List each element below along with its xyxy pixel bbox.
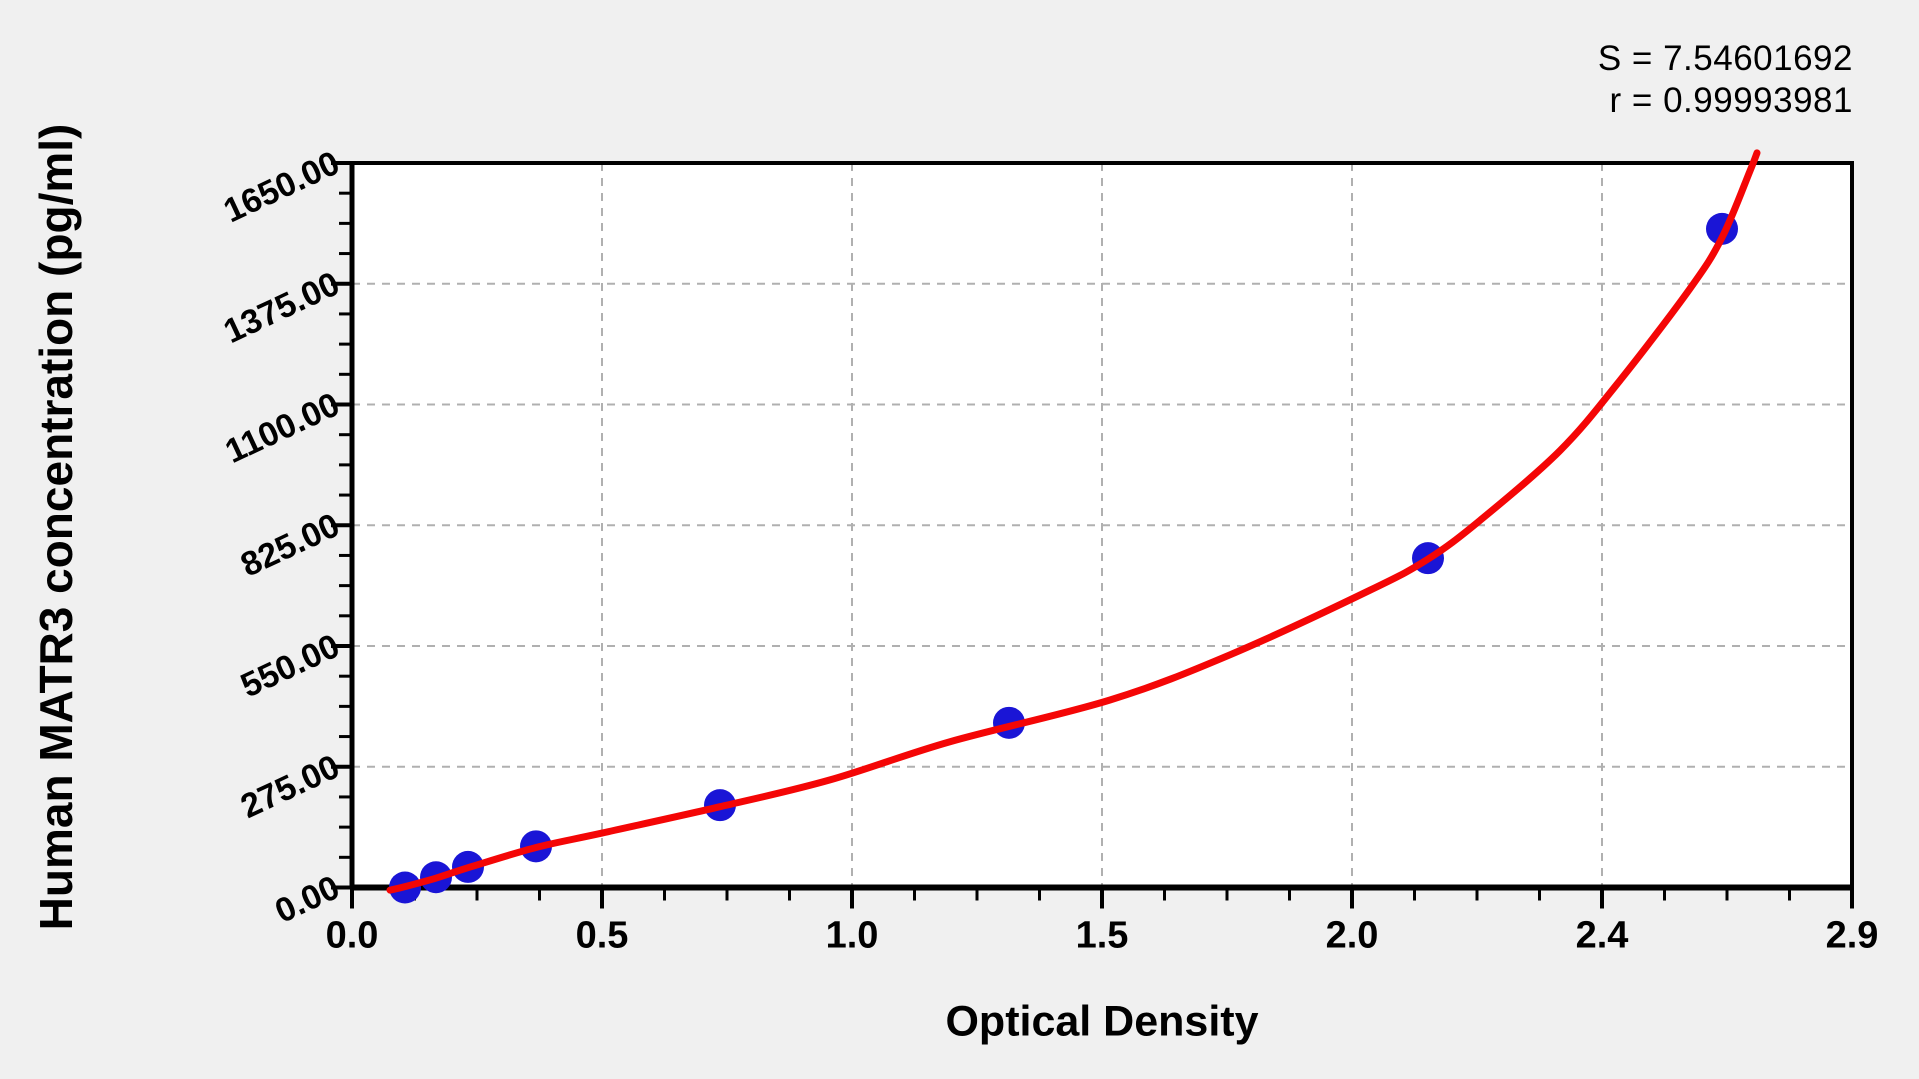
fit-statistics: S = 7.54601692 r = 0.99993981 [1598, 38, 1853, 122]
x-tick-label: 1.5 [1076, 915, 1129, 957]
stat-r: r = 0.99993981 [1609, 81, 1853, 120]
fit-curve [386, 149, 1761, 894]
x-axis-title: Optical Density [945, 997, 1259, 1046]
x-tick-label: 0.5 [576, 915, 629, 957]
y-axis-title: Human MATR3 concentration (pg/ml) [30, 123, 82, 931]
x-tick-label: 2.4 [1576, 915, 1629, 957]
x-tick-label: 1.0 [826, 915, 879, 957]
x-tick-label: 0.0 [326, 915, 379, 957]
x-tick-label: 2.0 [1326, 915, 1379, 957]
stat-s: S = 7.54601692 [1597, 39, 1853, 78]
x-tick-label: 2.9 [1826, 915, 1879, 957]
